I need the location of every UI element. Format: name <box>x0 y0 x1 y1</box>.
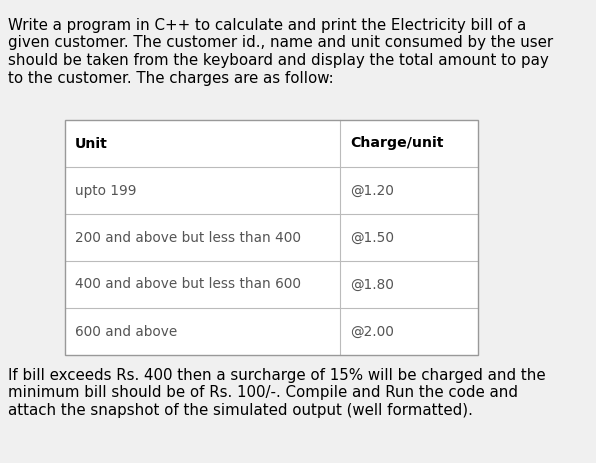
Text: @1.80: @1.80 <box>350 277 394 292</box>
Text: Unit: Unit <box>75 137 108 150</box>
Text: given customer. The customer id., name and unit consumed by the user: given customer. The customer id., name a… <box>8 36 553 50</box>
Text: Write a program in C++ to calculate and print the Electricity bill of a: Write a program in C++ to calculate and … <box>8 18 526 33</box>
Text: @2.00: @2.00 <box>350 325 394 338</box>
Text: minimum bill should be of Rs. 100/-. Compile and Run the code and: minimum bill should be of Rs. 100/-. Com… <box>8 386 518 400</box>
Text: Charge/unit: Charge/unit <box>350 137 443 150</box>
Text: @1.50: @1.50 <box>350 231 394 244</box>
Text: attach the snapshot of the simulated output (well formatted).: attach the snapshot of the simulated out… <box>8 403 473 418</box>
Text: 400 and above but less than 600: 400 and above but less than 600 <box>75 277 301 292</box>
Bar <box>65 120 478 355</box>
Text: If bill exceeds Rs. 400 then a surcharge of 15% will be charged and the: If bill exceeds Rs. 400 then a surcharge… <box>8 368 545 383</box>
Text: 600 and above: 600 and above <box>75 325 177 338</box>
Text: 200 and above but less than 400: 200 and above but less than 400 <box>75 231 301 244</box>
Text: upto 199: upto 199 <box>75 183 136 198</box>
Text: should be taken from the keyboard and display the total amount to pay: should be taken from the keyboard and di… <box>8 53 549 68</box>
Text: @1.20: @1.20 <box>350 183 394 198</box>
Bar <box>65 120 478 355</box>
Text: to the customer. The charges are as follow:: to the customer. The charges are as foll… <box>8 70 334 86</box>
